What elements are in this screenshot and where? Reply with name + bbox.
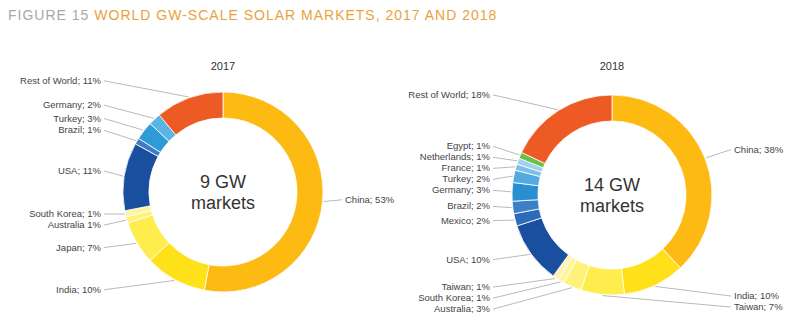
center-label: markets — [191, 193, 255, 213]
leader-line — [104, 119, 143, 131]
donut-slice — [621, 249, 680, 294]
slice-label: Taiwan; 7% — [734, 301, 783, 312]
donut-slice — [517, 218, 569, 276]
figure-title-text: WORLD GW-SCALE SOLAR MARKETS, 2017 AND 2… — [94, 7, 497, 23]
leader-line — [493, 167, 515, 169]
donut-chart: 2018 China; 38% India; 10%Taiwan; 7% Austra… — [408, 60, 783, 314]
leader-line — [493, 146, 519, 155]
chart-title: 2018 — [600, 60, 624, 72]
leader-line — [493, 95, 558, 110]
slice-label: India; 10% — [56, 284, 101, 295]
slice-label: Japan; 7% — [56, 242, 101, 253]
slice-label: France; 1% — [441, 162, 490, 173]
leader-line — [493, 176, 513, 179]
donut-chart: 2017 China; 53% India; 10% Japan; 7% Austral… — [20, 60, 395, 295]
chart-title: 2017 — [211, 60, 235, 72]
slice-label: USA; 11% — [58, 165, 102, 176]
leader-line — [602, 296, 731, 308]
figure-title: FIGURE 15 WORLD GW-SCALE SOLAR MARKETS, 2… — [8, 7, 497, 23]
leader-line — [493, 220, 514, 221]
donut-slice — [159, 92, 223, 135]
center-label: 14 GW — [584, 175, 640, 195]
slice-label: Australia; 3% — [434, 303, 491, 314]
slice-label: Germany; 3% — [432, 184, 491, 195]
center-label: markets — [580, 196, 644, 216]
slice-label: Egypt; 1% — [447, 140, 491, 151]
donut-slice — [512, 200, 539, 214]
leader-line — [104, 105, 154, 118]
slice-label: Mexico; 2% — [441, 215, 491, 226]
leader-line — [493, 190, 511, 191]
slice-label: South Korea; 1% — [29, 208, 101, 219]
slice-label: Brazil; 2% — [447, 200, 490, 211]
slice-label: China; 53% — [345, 194, 395, 205]
slice-label: USA; 10% — [446, 254, 490, 265]
leader-line — [493, 282, 561, 298]
slice-label: Germany; 2% — [43, 99, 102, 110]
donut-slice — [204, 92, 323, 292]
leader-line — [706, 150, 731, 158]
leader-line — [104, 81, 189, 97]
slice-label: Netherlands; 1% — [420, 151, 491, 162]
leader-line — [493, 288, 572, 309]
donut-slice — [128, 215, 169, 261]
figure: FIGURE 15 WORLD GW-SCALE SOLAR MARKETS, 2… — [0, 0, 800, 325]
leader-line — [104, 243, 136, 247]
slice-label: India; 10% — [734, 290, 779, 301]
leader-line — [493, 254, 530, 259]
slice-label: Taiwan; 1% — [441, 281, 490, 292]
leader-line — [493, 157, 517, 160]
slice-label: Rest of World; 11% — [20, 75, 102, 86]
slice-label: China; 38% — [734, 144, 784, 155]
leader-line — [493, 279, 555, 288]
leader-line — [104, 171, 123, 176]
center-label: 9 GW — [200, 172, 246, 192]
leader-line — [104, 214, 124, 215]
slice-label: Rest of World; 18% — [408, 89, 490, 100]
leader-line — [655, 286, 731, 296]
leader-line — [104, 220, 126, 225]
slice-label: South Korea; 1% — [418, 292, 490, 303]
leader-line — [324, 200, 342, 202]
donut-slice — [522, 95, 612, 163]
leader-line — [104, 281, 174, 290]
leader-line — [104, 130, 136, 140]
slice-label: Turkey; 2% — [442, 173, 490, 184]
leader-line — [493, 206, 512, 207]
figure-label: FIGURE 15 — [8, 7, 89, 23]
slice-label: Turkey; 3% — [53, 113, 101, 124]
slice-label: Brazil; 1% — [58, 124, 101, 135]
slice-label: Australia 1% — [48, 219, 102, 230]
